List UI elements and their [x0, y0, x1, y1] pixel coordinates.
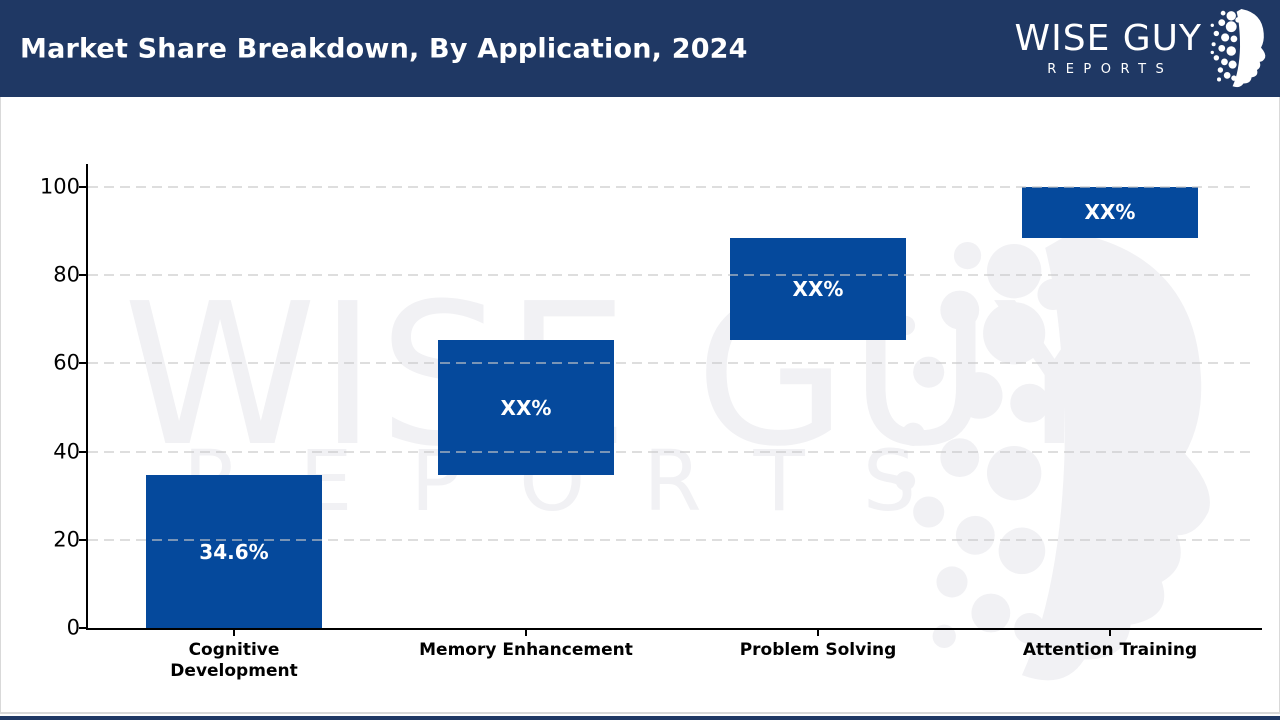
header-bar: Market Share Breakdown, By Application, … — [0, 0, 1280, 97]
y-tick-label: 60 — [53, 350, 80, 375]
x-category-label: Attention Training — [1022, 640, 1198, 660]
y-tick-label: 100 — [39, 174, 80, 199]
y-tick-mark — [79, 274, 87, 277]
bar-segment — [730, 237, 906, 340]
gridline — [88, 450, 1256, 453]
y-tick-mark — [79, 186, 87, 188]
bar-value-label: XX% — [500, 395, 552, 420]
x-category-label: Memory Enhancement — [419, 640, 633, 660]
bar-value-label: XX% — [1084, 200, 1136, 225]
gridline — [88, 274, 1256, 277]
x-category-label: Problem Solving — [739, 640, 897, 660]
brand-wordmark: WISE GUY — [1014, 17, 1202, 59]
x-category-label: Cognitive Development — [170, 640, 298, 682]
brand-wordmark-reports: REPORTS — [1047, 61, 1174, 77]
y-tick-mark — [79, 362, 87, 365]
brand-wordmark-block: WISE GUY REPORTS — [1014, 17, 1203, 77]
y-tick-mark — [79, 450, 87, 453]
page-title: Market Share Breakdown, By Application, … — [20, 33, 748, 64]
footer-bar — [0, 716, 1280, 720]
bar-segment — [1022, 187, 1198, 238]
brand-logo: WISE GUY REPORTS — [1015, 0, 1273, 97]
y-axis-line — [86, 164, 88, 630]
bar-value-label: 34.6% — [199, 539, 269, 564]
watermark-head-icon — [895, 232, 1210, 681]
y-tick-label: 80 — [53, 262, 80, 287]
y-tick-label: 40 — [53, 439, 80, 464]
x-tick-mark — [233, 630, 235, 636]
y-tick-mark — [79, 627, 87, 629]
x-axis-line — [86, 628, 1262, 630]
gridline — [88, 538, 1256, 541]
y-tick-label: 20 — [53, 527, 80, 552]
y-tick-mark — [79, 538, 87, 541]
bar-value-label: XX% — [792, 276, 844, 301]
x-tick-mark — [525, 630, 527, 636]
gridline — [88, 362, 1256, 365]
gridline — [88, 186, 1256, 188]
x-tick-mark — [1109, 630, 1111, 636]
y-tick-label: 0 — [66, 615, 80, 640]
x-tick-mark — [817, 630, 819, 636]
bar-segment — [146, 475, 322, 628]
